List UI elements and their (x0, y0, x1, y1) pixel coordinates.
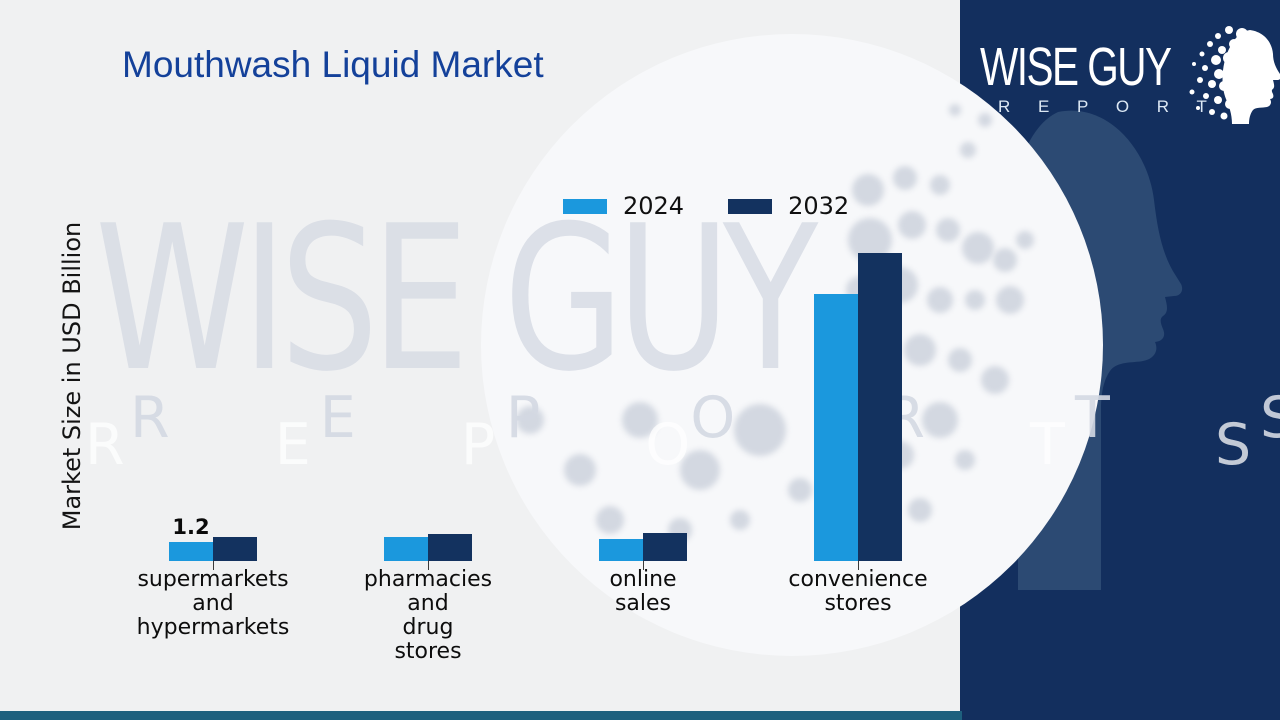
background-circle (481, 34, 1103, 656)
watermark-dot (852, 174, 884, 206)
bar-value-label: 1.2 (172, 515, 210, 539)
watermark-reports-text: R E P O R T S (130, 385, 1280, 451)
legend: 2024 2032 (563, 192, 849, 220)
legend-item-2032: 2032 (728, 192, 849, 220)
logo-dot (1197, 77, 1203, 83)
x-axis-tick (643, 561, 644, 570)
bar-2024-pharmacies-and-drug-stores (384, 537, 428, 561)
bar-2024-convenience-stores (814, 294, 858, 561)
watermark-dot (978, 113, 992, 127)
watermark-dot (680, 450, 720, 490)
x-axis-tick (858, 561, 859, 570)
watermark-dot (962, 232, 994, 264)
watermark-dot (965, 290, 985, 310)
category-label-supermarkets-and-hypermarkets: supermarkets and hypermarkets (136, 567, 290, 640)
logo-reports-text: R E P O R T S (998, 97, 1258, 116)
watermark-dot (922, 402, 958, 438)
watermark-dot (734, 404, 786, 456)
bar-2032-pharmacies-and-drug-stores (428, 534, 472, 561)
logo-dot (1203, 93, 1209, 99)
logo-dot (1229, 39, 1239, 49)
watermark-dot (993, 248, 1017, 272)
logo-dot (1196, 106, 1200, 110)
legend-swatch-2032 (728, 198, 773, 214)
bar-2032-convenience-stores (858, 253, 902, 561)
legend-label-2024: 2024 (623, 192, 685, 220)
watermark-dot (955, 450, 975, 470)
logo-wiseguy-text: WISE GUY (980, 37, 1172, 97)
watermark-dot (596, 506, 624, 534)
watermark-dot (788, 478, 812, 502)
watermark-dot (960, 142, 976, 158)
logo-dot (1218, 46, 1226, 54)
watermark-dot (730, 510, 750, 530)
category-label-online-sales: online sales (609, 567, 677, 616)
watermark-dot (516, 406, 544, 434)
logo-dot (1208, 80, 1216, 88)
watermark-dot (564, 454, 596, 486)
watermark-dot (904, 334, 936, 366)
watermark-dot (948, 348, 972, 372)
watermark-dot (908, 498, 932, 522)
watermark-dot (898, 211, 926, 239)
logo-dot (1189, 89, 1195, 95)
logo-dot (1223, 52, 1235, 64)
page-title: Mouthwash Liquid Market (122, 44, 544, 85)
watermark-dot (936, 218, 960, 242)
bar-2024-supermarkets-and-hypermarkets (169, 542, 213, 561)
legend-label-2032: 2032 (788, 192, 850, 220)
x-axis-tick (428, 561, 429, 570)
watermark-dot (1016, 231, 1034, 249)
logo-dot (1219, 81, 1229, 91)
wiseguy-head-icon (1189, 26, 1280, 124)
logo-dot (1209, 109, 1215, 115)
footer-stripe (0, 711, 962, 720)
logo-dot (1199, 51, 1205, 57)
legend-swatch-2024 (563, 198, 607, 214)
watermark-dot (981, 366, 1009, 394)
watermark-dot (930, 175, 950, 195)
wiseguy-logo: WISE GUY R E P O R T S (980, 26, 1280, 124)
watermark-wiseguy-text: WISE GUY (95, 183, 818, 416)
category-label-pharmacies-and-drug-stores: pharmacies and drug stores (363, 567, 493, 664)
logo-dot (1202, 65, 1208, 71)
watermark-dot (622, 402, 658, 438)
watermark-dot (996, 286, 1024, 314)
logo-dot (1215, 33, 1221, 39)
logo-dot (1220, 112, 1228, 120)
logo-dot (1228, 68, 1236, 76)
logo-dot (1225, 99, 1235, 109)
logo-dot (1214, 69, 1224, 79)
x-axis-tick (213, 561, 214, 570)
logo-dot (1211, 55, 1221, 65)
legend-item-2024: 2024 (563, 192, 684, 220)
watermark-dot (949, 104, 961, 116)
logo-dot (1192, 62, 1196, 66)
logo-dot (1225, 26, 1233, 34)
bar-2024-online-sales (599, 539, 643, 561)
watermark-dot (893, 166, 917, 190)
watermark-dot (927, 287, 953, 313)
logo-dot (1207, 41, 1213, 47)
bar-2032-supermarkets-and-hypermarkets (213, 537, 257, 561)
bar-2032-online-sales (643, 533, 687, 561)
category-label-convenience-stores: convenience stores (788, 567, 928, 616)
watermark-reports-ghost-text: R E P O R T S (85, 412, 1280, 478)
logo-dot (1232, 114, 1240, 122)
logo-dot (1214, 96, 1222, 104)
logo-dot (1236, 28, 1248, 40)
